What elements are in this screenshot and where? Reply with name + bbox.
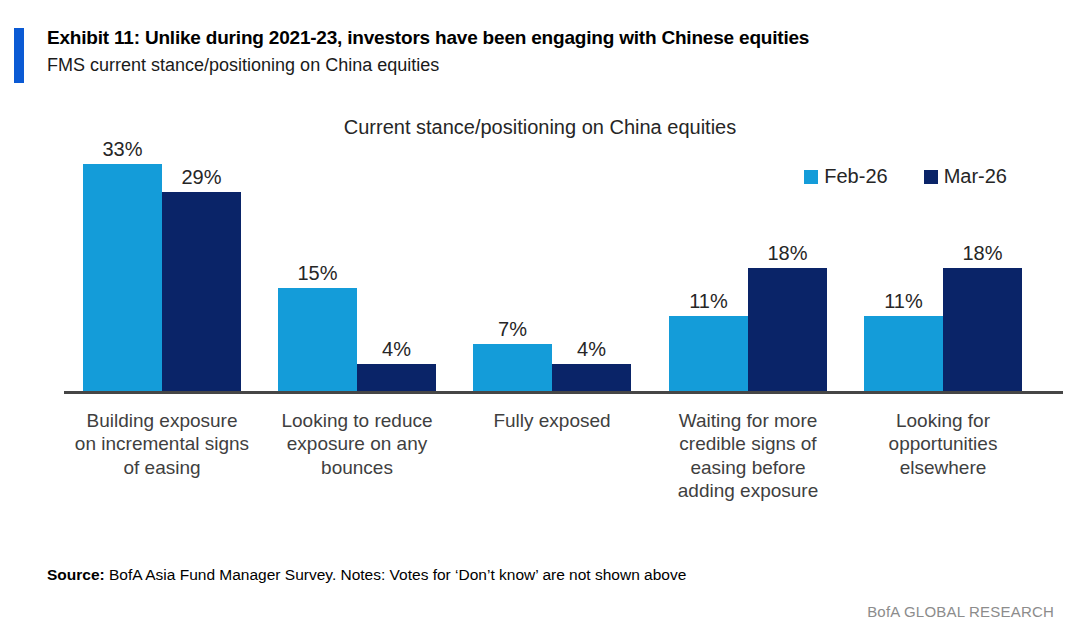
category-label: Looking for opportunities elsewhere xyxy=(855,409,1031,479)
bar-column-feb-26: 33% xyxy=(83,138,162,392)
legend-label: Feb-26 xyxy=(824,165,887,188)
legend-item-mar-26: Mar-26 xyxy=(924,165,1007,188)
bar-value-label: 29% xyxy=(181,166,221,189)
bar-mar-26 xyxy=(552,364,631,392)
category-label: Looking to reduce exposure on any bounce… xyxy=(269,409,445,479)
category-label: Fully exposed xyxy=(464,409,640,432)
chart-legend: Feb-26 Mar-26 xyxy=(804,165,1007,188)
bar-column-mar-26: 4% xyxy=(552,338,631,392)
exhibit-page: Exhibit 11: Unlike during 2021-23, inves… xyxy=(0,0,1080,639)
source-note: Source: BofA Asia Fund Manager Survey. N… xyxy=(47,566,686,584)
bar-feb-26 xyxy=(864,316,943,392)
source-label: Source: xyxy=(47,566,105,583)
bar-value-label: 11% xyxy=(884,290,923,313)
bar-feb-26 xyxy=(83,164,162,392)
bar-group: 15% 4% xyxy=(278,262,436,392)
bofa-global-research-branding: BofA GLOBAL RESEARCH xyxy=(867,603,1054,620)
bar-feb-26 xyxy=(278,288,357,392)
bar-value-label: 7% xyxy=(498,318,527,341)
bar-column-mar-26: 4% xyxy=(357,338,436,392)
legend-item-feb-26: Feb-26 xyxy=(804,165,887,188)
bar-column-feb-26: 7% xyxy=(473,318,552,392)
bar-group: 11% 18% xyxy=(669,242,827,392)
bar-feb-26 xyxy=(669,316,748,392)
bar-column-feb-26: 11% xyxy=(864,290,943,392)
bar-column-mar-26: 18% xyxy=(748,242,827,392)
bar-column-mar-26: 18% xyxy=(943,242,1022,392)
legend-swatch-icon xyxy=(804,170,818,184)
bar-feb-26 xyxy=(473,344,552,392)
bar-chart-plot: 33% 29% 15% 4% 7% 4% 11% 18% 11% 18% xyxy=(0,0,1080,392)
bar-mar-26 xyxy=(162,192,241,392)
bar-value-label: 4% xyxy=(382,338,411,361)
source-text: BofA Asia Fund Manager Survey. Notes: Vo… xyxy=(105,566,687,583)
bar-value-label: 4% xyxy=(577,338,606,361)
bar-value-label: 11% xyxy=(689,290,728,313)
bar-column-feb-26: 15% xyxy=(278,262,357,392)
category-label: Waiting for more credible signs of easin… xyxy=(660,409,836,502)
legend-swatch-icon xyxy=(924,170,938,184)
bar-value-label: 18% xyxy=(767,242,807,265)
bar-group: 33% 29% xyxy=(83,138,241,392)
chart-title: Current stance/positioning on China equi… xyxy=(0,116,1080,139)
category-label: Building exposure on incremental signs o… xyxy=(74,409,250,479)
bar-column-mar-26: 29% xyxy=(162,166,241,392)
bar-group: 7% 4% xyxy=(473,318,631,392)
bar-group: 11% 18% xyxy=(864,242,1022,392)
bar-mar-26 xyxy=(943,268,1022,392)
bar-column-feb-26: 11% xyxy=(669,290,748,392)
bar-mar-26 xyxy=(748,268,827,392)
bar-value-label: 33% xyxy=(102,138,142,161)
x-axis-line xyxy=(64,391,1063,394)
bar-value-label: 15% xyxy=(297,262,337,285)
bar-mar-26 xyxy=(357,364,436,392)
bar-value-label: 18% xyxy=(962,242,1002,265)
legend-label: Mar-26 xyxy=(944,165,1007,188)
